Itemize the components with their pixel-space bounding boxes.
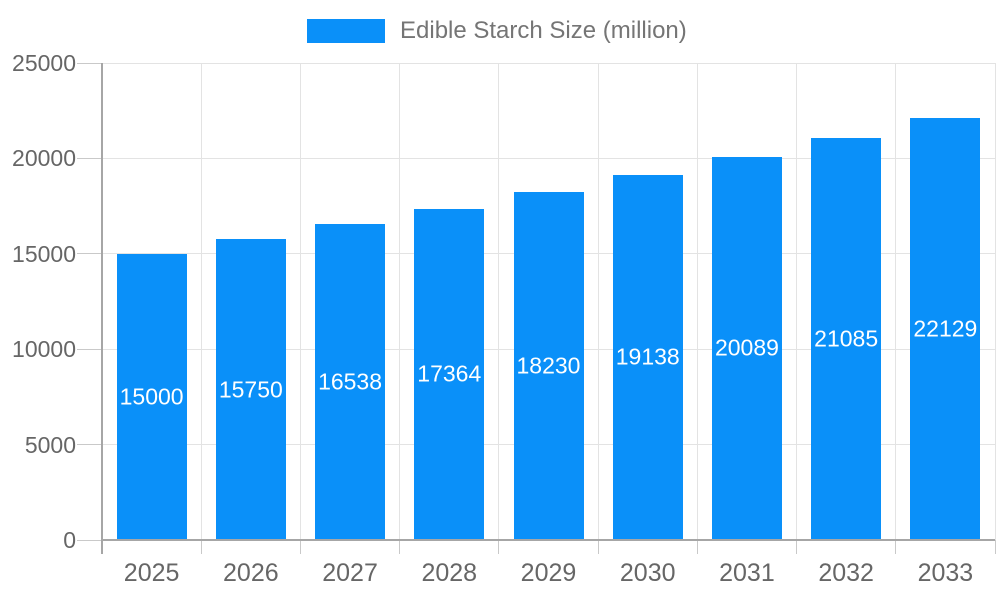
bar-2029: 18230: [513, 192, 584, 540]
bar-2027: 16538: [315, 224, 386, 540]
bar-2030: 19138: [612, 174, 683, 540]
y-axis-tick: [77, 157, 102, 159]
y-axis-tick-label: 5000: [24, 431, 76, 458]
bar-2026: 15750: [215, 239, 286, 540]
x-axis-tick: [796, 540, 798, 554]
y-axis-tick: [77, 444, 102, 446]
x-axis-tick-label: 2028: [421, 559, 478, 587]
bar-2025: 15000: [116, 253, 187, 540]
y-axis-tick: [77, 539, 102, 541]
x-axis-tick: [399, 540, 401, 554]
bar-value-label: 20089: [714, 334, 779, 361]
bar-value-label: 17364: [417, 360, 482, 387]
x-axis-tick: [299, 540, 301, 554]
x-axis-tick-label: 2026: [223, 559, 279, 587]
x-axis-tick: [696, 540, 698, 554]
x-axis-line: [102, 539, 995, 541]
x-gridline: [796, 63, 798, 540]
bar-value-label: 19138: [615, 343, 680, 370]
bar-value-label: 22129: [913, 315, 978, 342]
x-gridline: [200, 63, 202, 540]
bar-2028: 17364: [414, 208, 485, 540]
y-axis-tick: [77, 253, 102, 255]
bar-value-label: 15750: [218, 376, 283, 403]
x-gridline: [498, 63, 500, 540]
x-gridline: [696, 63, 698, 540]
y-axis-tick: [77, 62, 102, 64]
x-axis-tick-label: 2027: [322, 559, 378, 587]
x-axis-tick-label: 2029: [520, 559, 577, 587]
y-axis-tick-label: 10000: [12, 336, 76, 363]
x-axis-tick: [597, 540, 599, 554]
y-axis-tick: [77, 348, 102, 350]
y-axis-tick-label: 0: [63, 527, 76, 553]
bar-value-label: 21085: [814, 325, 879, 352]
x-axis-tick-label: 2032: [818, 559, 874, 587]
x-axis-tick: [498, 540, 500, 554]
bar-value-label: 18230: [516, 352, 581, 379]
y-axis-line: [101, 63, 103, 554]
bar-2033: 22129: [910, 117, 981, 540]
x-axis-tick: [200, 540, 202, 554]
x-axis-tick-label: 2033: [917, 559, 974, 587]
x-axis-tick-label: 2030: [619, 559, 676, 587]
x-gridline: [399, 63, 401, 540]
x-gridline: [597, 63, 599, 540]
y-gridline: [102, 157, 995, 159]
x-gridline: [895, 63, 897, 540]
legend-swatch-icon: [307, 19, 385, 43]
bar-2032: 21085: [811, 137, 882, 540]
y-gridline: [102, 62, 995, 64]
x-axis-tick: [895, 540, 897, 554]
x-axis-tick: [994, 540, 996, 554]
legend-item[interactable]: Edible Starch Size (million): [307, 19, 687, 43]
bar-value-label: 15000: [119, 383, 184, 410]
y-axis-tick-label: 25000: [12, 50, 76, 76]
x-gridline: [994, 63, 996, 540]
x-axis-tick-label: 2025: [123, 559, 180, 587]
y-axis-tick-label: 20000: [12, 145, 76, 172]
bar-2031: 20089: [711, 156, 782, 540]
bar-value-label: 16538: [318, 368, 383, 395]
x-axis-tick-label: 2031: [719, 559, 775, 587]
legend-label: Edible Starch Size (million): [400, 17, 687, 44]
y-axis-tick-label: 15000: [12, 240, 76, 267]
x-gridline: [299, 63, 301, 540]
